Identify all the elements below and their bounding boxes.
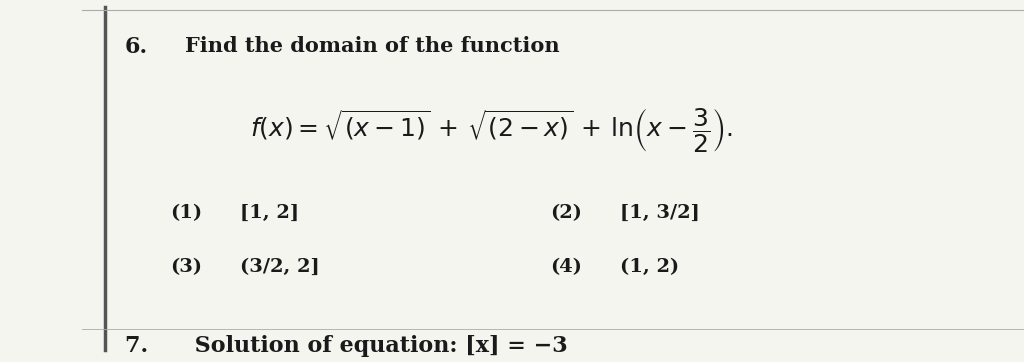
Text: (2): (2) — [550, 204, 582, 222]
Text: (1): (1) — [170, 204, 202, 222]
Text: (3/2, 2]: (3/2, 2] — [240, 258, 319, 276]
Text: 7.      Solution of equation: [x] = −3: 7. Solution of equation: [x] = −3 — [125, 335, 567, 357]
Text: 6.: 6. — [125, 37, 148, 59]
Text: (4): (4) — [550, 258, 582, 276]
Text: $f(x) = \sqrt{(x-1)}\, +\, \sqrt{(2-x)}\, +\, \ln\!\left(x - \dfrac{3}{2}\right): $f(x) = \sqrt{(x-1)}\, +\, \sqrt{(2-x)}\… — [250, 105, 733, 153]
Text: (3): (3) — [170, 258, 202, 276]
Text: Find the domain of the function: Find the domain of the function — [185, 37, 560, 56]
Text: (1, 2): (1, 2) — [620, 258, 679, 276]
Text: [1, 3/2]: [1, 3/2] — [620, 204, 699, 222]
Text: [1, 2]: [1, 2] — [240, 204, 299, 222]
